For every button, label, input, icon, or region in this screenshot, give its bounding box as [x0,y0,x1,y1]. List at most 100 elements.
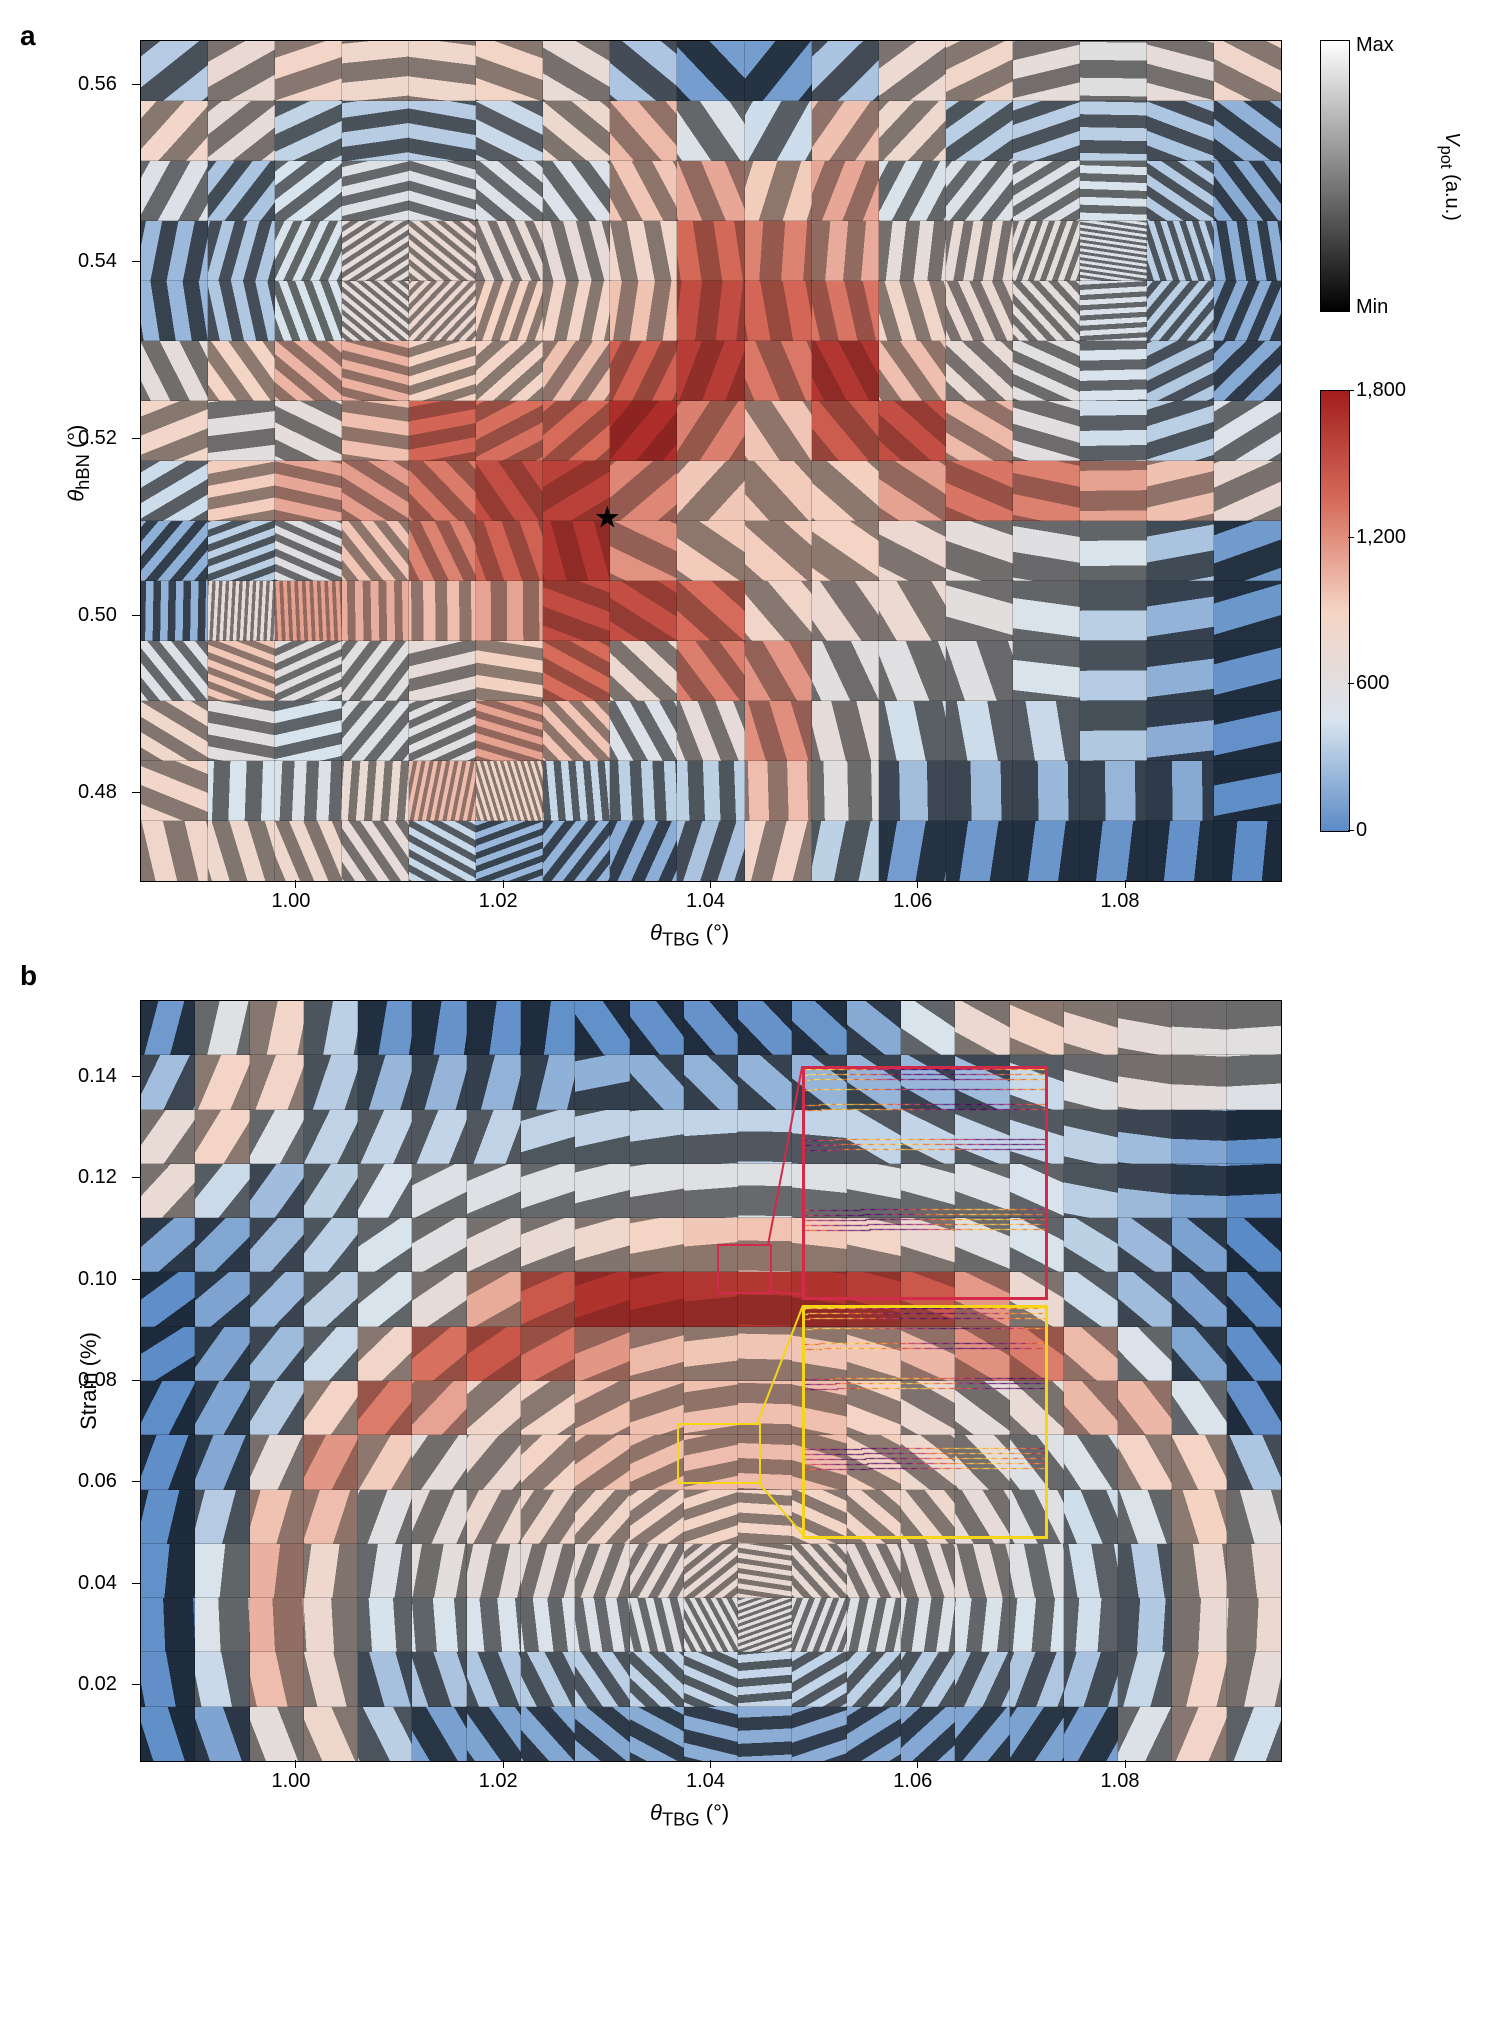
heatmap-cell [575,1272,629,1326]
y-tick [132,84,140,85]
heatmap-cell [745,521,812,581]
x-tick [1125,1760,1126,1768]
heatmap-cell [1080,461,1147,521]
heatmap-cell [250,1055,304,1109]
colorbar-gray [1320,40,1350,312]
heatmap-cell [476,581,543,641]
heatmap-cell [946,161,1013,221]
heatmap-cell [677,581,744,641]
heatmap-cell [275,641,342,701]
heatmap-cell [250,1652,304,1706]
y-tick-label: 0.48 [78,781,117,804]
heatmap-cell [1227,1110,1281,1164]
x-tick-label: 1.08 [1101,890,1140,913]
heatmap-cell [250,1490,304,1544]
heatmap-cell [476,101,543,161]
heatmap-cell [677,521,744,581]
heatmap-cell [1118,1055,1172,1109]
heatmap-cell [630,1055,684,1109]
inset-canvas [805,1069,1044,1297]
heatmap-cell [1214,701,1281,761]
heatmap-cell [543,341,610,401]
heatmap-cell [738,1707,792,1761]
heatmap-cell [575,1164,629,1218]
colorbar-gray-min: Min [1356,296,1388,319]
heatmap-cell [946,101,1013,161]
heatmap-cell [1080,401,1147,461]
heatmap-cell [467,1110,521,1164]
heatmap-cell [1013,761,1080,821]
heatmap-cell [1227,1272,1281,1326]
heatmap-cell [1118,1164,1172,1218]
heatmap-cell [745,341,812,401]
heatmap-cell [304,1164,358,1218]
heatmap-cell [476,281,543,341]
heatmap-cell [342,761,409,821]
heatmap-cell [1214,41,1281,101]
heatmap-cell [946,341,1013,401]
heatmap-cell [521,1598,575,1652]
heatmap-cell [141,41,208,101]
heatmap-cell [476,341,543,401]
heatmap-cell [812,701,879,761]
heatmap-cell [955,1652,1009,1706]
heatmap-cell [250,1001,304,1055]
heatmap-cell [195,1001,249,1055]
heatmap-cell [812,41,879,101]
heatmap-cell [1227,1164,1281,1218]
heatmap-cell [195,1055,249,1109]
heatmap-cell [1214,221,1281,281]
heatmap-cell [275,101,342,161]
heatmap-cell [304,1598,358,1652]
y-axis-label: Strain (%) [76,1332,102,1430]
heatmap-cell [1118,1110,1172,1164]
heatmap-cell [208,401,275,461]
heatmap-cell [1214,281,1281,341]
y-tick-label: 0.06 [78,1470,117,1493]
heatmap-cell [738,1598,792,1652]
heatmap-cell [1010,1598,1064,1652]
heatmap-cell [879,581,946,641]
heatmap-cell [630,1164,684,1218]
y-tick [132,1076,140,1077]
heatmap-cell [1227,1055,1281,1109]
colorbar-tick: 600 [1356,672,1389,695]
heatmap-cell [879,761,946,821]
heatmap-cell [141,1435,195,1489]
heatmap-cell [195,1598,249,1652]
heatmap-cell [847,1001,901,1055]
heatmap-cell [195,1218,249,1272]
heatmap-cell [847,1652,901,1706]
heatmap-cell [1080,701,1147,761]
heatmap-cell [745,221,812,281]
heatmap-cell [141,1598,195,1652]
heatmap-cell [543,221,610,281]
heatmap-cell [304,1652,358,1706]
heatmap-cell [141,1652,195,1706]
x-tick-label: 1.00 [271,1770,310,1793]
heatmap-cell [476,641,543,701]
heatmap-cell [1172,1164,1226,1218]
heatmap-cell [684,1055,738,1109]
heatmap-cell [1013,461,1080,521]
heatmap-cell [141,1110,195,1164]
heatmap-cell [467,1381,521,1435]
heatmap-cell [812,821,879,881]
y-tick-label: 0.02 [78,1673,117,1696]
heatmap-cell [1118,1435,1172,1489]
heatmap-cell [304,1435,358,1489]
heatmap-cell [745,401,812,461]
heatmap-cell [409,221,476,281]
heatmap-cell [275,821,342,881]
heatmap-cell [467,1544,521,1598]
x-tick [503,880,504,888]
heatmap-cell [358,1272,412,1326]
heatmap-cell [610,761,677,821]
heatmap-cell [677,401,744,461]
heatmap-cell [208,521,275,581]
heatmap-cell [412,1110,466,1164]
heatmap-cell [946,581,1013,641]
heatmap-cell [575,1327,629,1381]
heatmap-cell [812,161,879,221]
heatmap-cell [409,401,476,461]
